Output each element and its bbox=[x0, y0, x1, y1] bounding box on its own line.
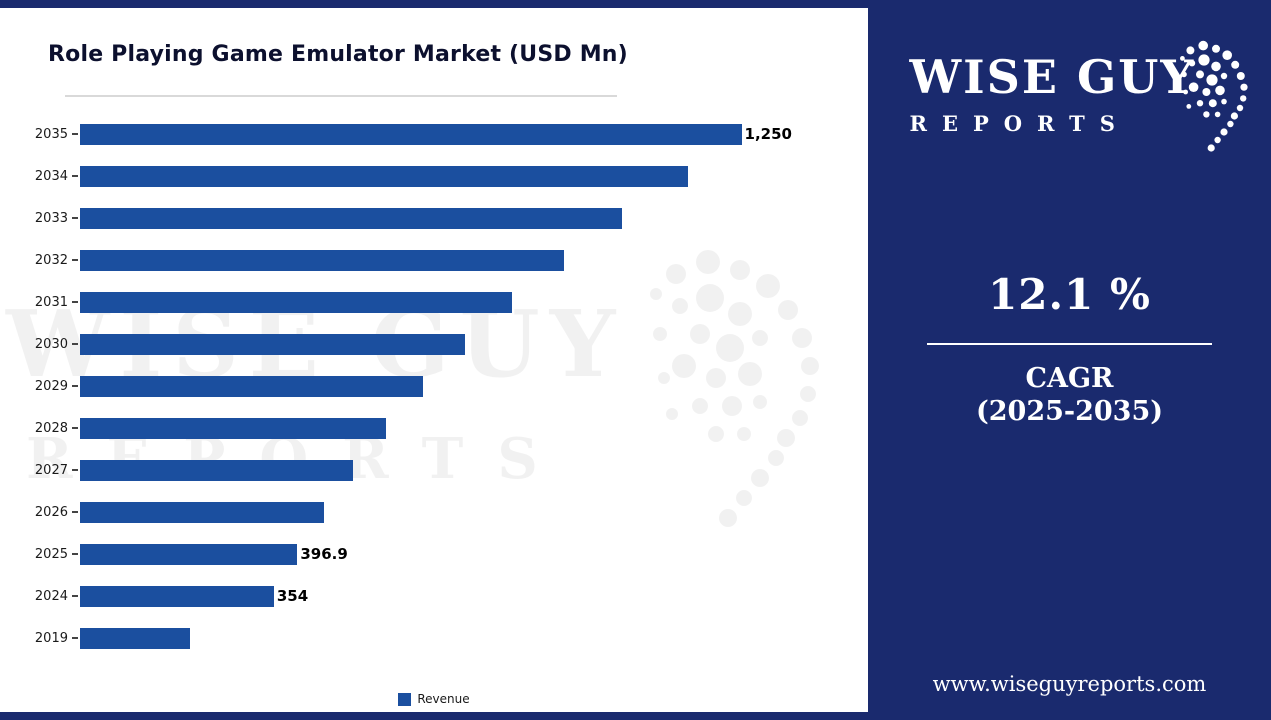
bar-track: 354 bbox=[80, 585, 792, 607]
bar-track: 396.9 bbox=[80, 543, 792, 565]
revenue-bar bbox=[80, 291, 512, 313]
brand-sidebar: WISE GUY REPORTS 12.1 % CAGR (2025-2035)… bbox=[868, 0, 1271, 720]
bar-row: 2030 bbox=[20, 323, 868, 365]
cagr-divider bbox=[927, 343, 1212, 345]
axis-tick bbox=[72, 637, 78, 639]
axis-tick bbox=[72, 343, 78, 345]
bar-row: 2031 bbox=[20, 281, 868, 323]
revenue-bar bbox=[80, 207, 623, 229]
bar-row: 2035 1,250 bbox=[20, 113, 868, 155]
bar-row: 2028 bbox=[20, 407, 868, 449]
wiseguy-logo: WISE GUY REPORTS bbox=[909, 40, 1248, 182]
category-label: 2019 bbox=[34, 630, 68, 646]
revenue-bar bbox=[80, 627, 190, 649]
revenue-bar bbox=[80, 123, 742, 145]
bar-track bbox=[80, 333, 792, 355]
bar-track bbox=[80, 417, 792, 439]
revenue-bar bbox=[80, 501, 324, 523]
bar-row: 2024 354 bbox=[20, 575, 868, 617]
bar-track bbox=[80, 291, 792, 313]
cagr-label: CAGR bbox=[1025, 363, 1114, 394]
revenue-bar bbox=[80, 375, 424, 397]
revenue-bar bbox=[80, 417, 387, 439]
chart-title: Role Playing Game Emulator Market (USD M… bbox=[48, 42, 628, 67]
axis-tick bbox=[72, 259, 78, 261]
website-link[interactable]: www.wiseguyreports.com bbox=[932, 672, 1207, 696]
revenue-bar bbox=[80, 459, 354, 481]
category-label: 2033 bbox=[34, 210, 68, 226]
category-label: 2024 bbox=[34, 588, 68, 604]
bar-track bbox=[80, 627, 792, 649]
axis-tick bbox=[72, 217, 78, 219]
bar-row: 2019 bbox=[20, 617, 868, 659]
cagr-block: 12.1 % CAGR (2025-2035) bbox=[927, 270, 1212, 427]
axis-tick bbox=[72, 133, 78, 135]
legend-label: Revenue bbox=[417, 692, 470, 706]
bar-track bbox=[80, 207, 792, 229]
bar-track bbox=[80, 165, 792, 187]
logo-text-line2: REPORTS bbox=[909, 110, 1130, 136]
axis-tick bbox=[72, 385, 78, 387]
category-label: 2029 bbox=[34, 378, 68, 394]
bar-row: 2033 bbox=[20, 197, 868, 239]
category-label: 2027 bbox=[34, 462, 68, 478]
logo-head-dots-icon bbox=[1179, 40, 1248, 152]
revenue-bar bbox=[80, 165, 688, 187]
bar-track bbox=[80, 459, 792, 481]
axis-tick bbox=[72, 175, 78, 177]
revenue-bar bbox=[80, 333, 466, 355]
axis-tick bbox=[72, 469, 78, 471]
bar-row: 2026 bbox=[20, 491, 868, 533]
revenue-bar bbox=[80, 585, 274, 607]
category-label: 2032 bbox=[34, 252, 68, 268]
bar-row: 2027 bbox=[20, 449, 868, 491]
cagr-range: (2025-2035) bbox=[975, 396, 1164, 427]
category-label: 2025 bbox=[34, 546, 68, 562]
bar-value-label: 396.9 bbox=[300, 545, 348, 563]
axis-tick bbox=[72, 595, 78, 597]
bar-row: 2032 bbox=[20, 239, 868, 281]
revenue-bar bbox=[80, 249, 564, 271]
axis-tick bbox=[72, 553, 78, 555]
bar-track bbox=[80, 249, 792, 271]
revenue-bar bbox=[80, 543, 298, 565]
category-label: 2035 bbox=[34, 126, 68, 142]
bar-track: 1,250 bbox=[80, 123, 792, 145]
category-label: 2028 bbox=[34, 420, 68, 436]
bar-value-label: 1,250 bbox=[744, 125, 792, 143]
bar-value-label: 354 bbox=[276, 587, 309, 605]
bar-row: 2029 bbox=[20, 365, 868, 407]
title-divider bbox=[65, 95, 617, 97]
bar-track bbox=[80, 501, 792, 523]
cagr-value: 12.1 % bbox=[988, 270, 1151, 319]
bar-row: 2025 396.9 bbox=[20, 533, 868, 575]
bar-track bbox=[80, 375, 792, 397]
category-label: 2034 bbox=[34, 168, 68, 184]
category-label: 2031 bbox=[34, 294, 68, 310]
axis-tick bbox=[72, 511, 78, 513]
logo-text-line1: WISE GUY bbox=[909, 50, 1196, 104]
chart-plot-area: 2035 1,250 2034 2033 2032 2031 2030 2029 2028 202… bbox=[0, 113, 868, 659]
category-label: 2026 bbox=[34, 504, 68, 520]
axis-tick bbox=[72, 427, 78, 429]
chart-panel: WISE GUY REPORTS Role Playing Game Emula… bbox=[0, 0, 868, 720]
legend-color-swatch bbox=[398, 692, 412, 706]
category-label: 2030 bbox=[34, 336, 68, 352]
bar-row: 2034 bbox=[20, 155, 868, 197]
chart-legend: Revenue bbox=[0, 692, 868, 706]
axis-tick bbox=[72, 301, 78, 303]
